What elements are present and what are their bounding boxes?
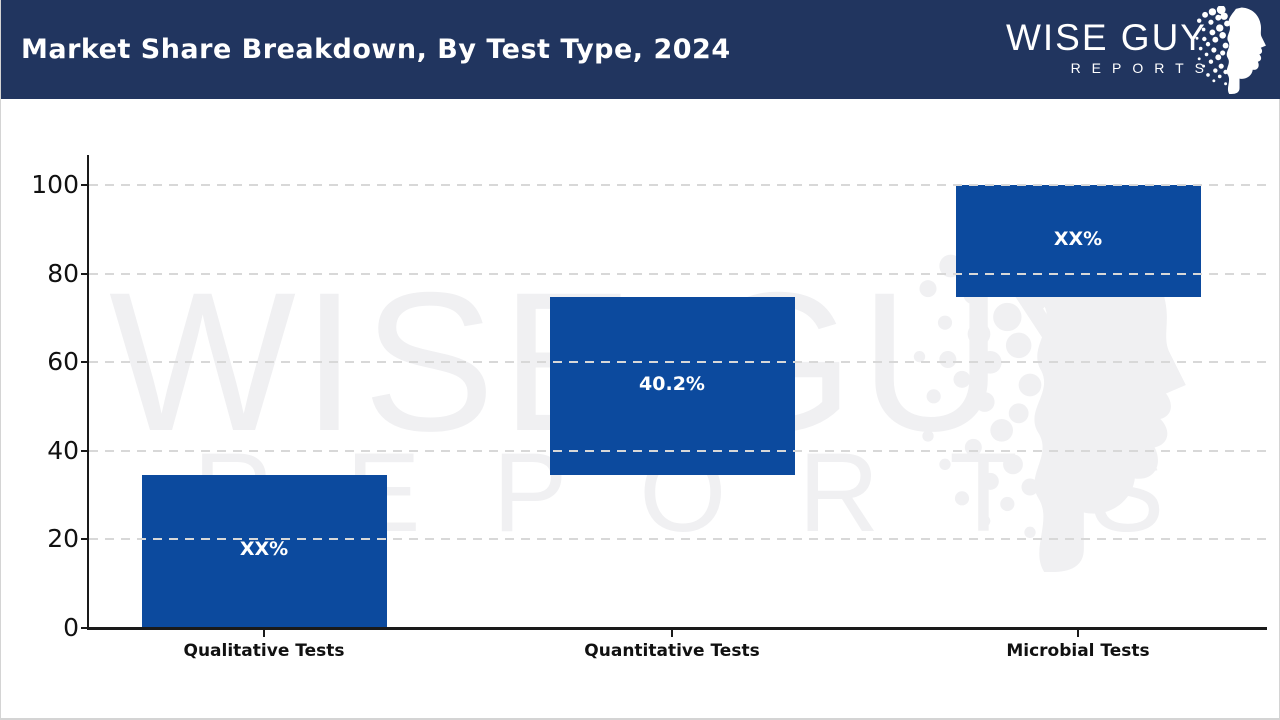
y-gridline bbox=[89, 184, 1267, 186]
y-gridline bbox=[89, 361, 1267, 363]
y-gridline bbox=[89, 449, 1267, 452]
y-tick-mark bbox=[81, 449, 89, 452]
bar-value-label: 40.2% bbox=[639, 373, 705, 396]
logo-wiseguy-text: WISE GUY bbox=[1005, 17, 1207, 58]
wiseguy-face-icon bbox=[1195, 6, 1266, 94]
y-axis-tick-label: 20 bbox=[47, 524, 79, 553]
header-banner: Market Share Breakdown, By Test Type, 20… bbox=[1, 0, 1280, 99]
bar-value-label: XX% bbox=[1053, 228, 1103, 251]
x-tick-mark bbox=[671, 629, 673, 637]
y-tick-mark bbox=[81, 361, 89, 363]
y-gridline bbox=[89, 538, 1267, 540]
bar-segment bbox=[549, 297, 795, 476]
y-tick-mark bbox=[81, 626, 89, 629]
bar-segment bbox=[141, 475, 387, 628]
x-tick-mark bbox=[263, 629, 265, 637]
x-axis-line bbox=[87, 626, 1267, 630]
bar-chart: 0 20 40 60 80 100 XX% Qualitative Tests 40.2% Qua… bbox=[1, 99, 1280, 700]
y-axis-tick-label: 40 bbox=[47, 435, 79, 465]
x-axis-category-label: Microbial Tests bbox=[1006, 640, 1150, 661]
x-axis-category-label: Quantitative Tests bbox=[584, 640, 760, 661]
wiseguy-logo: WISE GUY REPORTS bbox=[969, 0, 1269, 99]
y-axis-tick-label: 100 bbox=[31, 170, 79, 199]
x-axis-category-label: Qualitative Tests bbox=[183, 640, 345, 661]
y-axis-tick-label: 60 bbox=[47, 347, 79, 376]
y-axis-tick-label: 80 bbox=[47, 258, 79, 288]
y-tick-mark bbox=[81, 538, 89, 540]
y-tick-mark bbox=[81, 272, 89, 275]
y-gridline bbox=[89, 272, 1267, 275]
logo-reports-text: REPORTS bbox=[1070, 60, 1215, 76]
y-tick-mark bbox=[81, 184, 89, 186]
page-title: Market Share Breakdown, By Test Type, 20… bbox=[21, 34, 731, 65]
y-axis-line bbox=[87, 155, 89, 630]
bar-value-label: XX% bbox=[239, 538, 289, 561]
y-axis-tick-label: 0 bbox=[63, 612, 79, 642]
bar-segment bbox=[955, 185, 1201, 298]
x-tick-mark bbox=[1077, 629, 1079, 637]
